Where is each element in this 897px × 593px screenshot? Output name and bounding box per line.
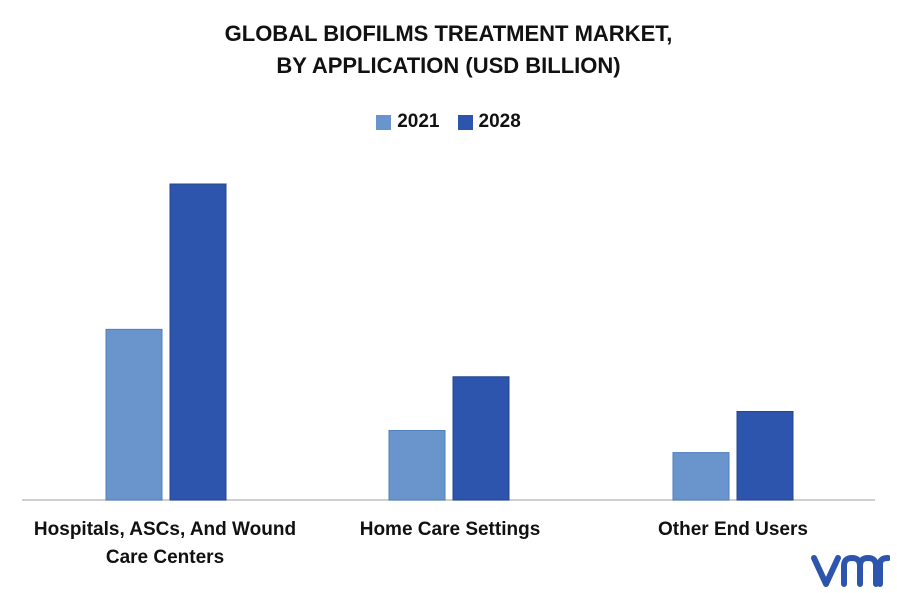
bar-2021-0 <box>105 328 163 501</box>
chart-legend: 2021 2028 <box>0 111 897 133</box>
bar-2021-1 <box>388 429 446 501</box>
bar-2028-1 <box>452 376 510 501</box>
chart-title-line1: GLOBAL BIOFILMS TREATMENT MARKET, <box>224 21 673 46</box>
bar-2028-2 <box>736 411 794 501</box>
category-label-other-end-users: Other End Users <box>658 519 808 540</box>
chart-title-line2: BY APPLICATION (USD BILLION) <box>276 53 621 78</box>
legend-item-2028: 2028 <box>457 111 521 133</box>
chart-title: GLOBAL BIOFILMS TREATMENT MARKET, BY APP… <box>0 18 897 82</box>
bar-2028-0 <box>169 183 227 501</box>
legend-item-2021: 2021 <box>376 111 440 133</box>
vmr-logo-icon <box>811 555 890 587</box>
category-label-home-care: Home Care Settings <box>359 519 541 540</box>
legend-swatch-2028 <box>457 114 473 130</box>
bar-2021-2 <box>672 452 730 501</box>
category-label-hospitals: Hospitals, ASCs, And Wound Care Centers <box>33 519 297 568</box>
legend-label-2028: 2028 <box>478 111 521 132</box>
legend-swatch-2021 <box>376 114 392 130</box>
legend-label-2021: 2021 <box>397 111 440 132</box>
